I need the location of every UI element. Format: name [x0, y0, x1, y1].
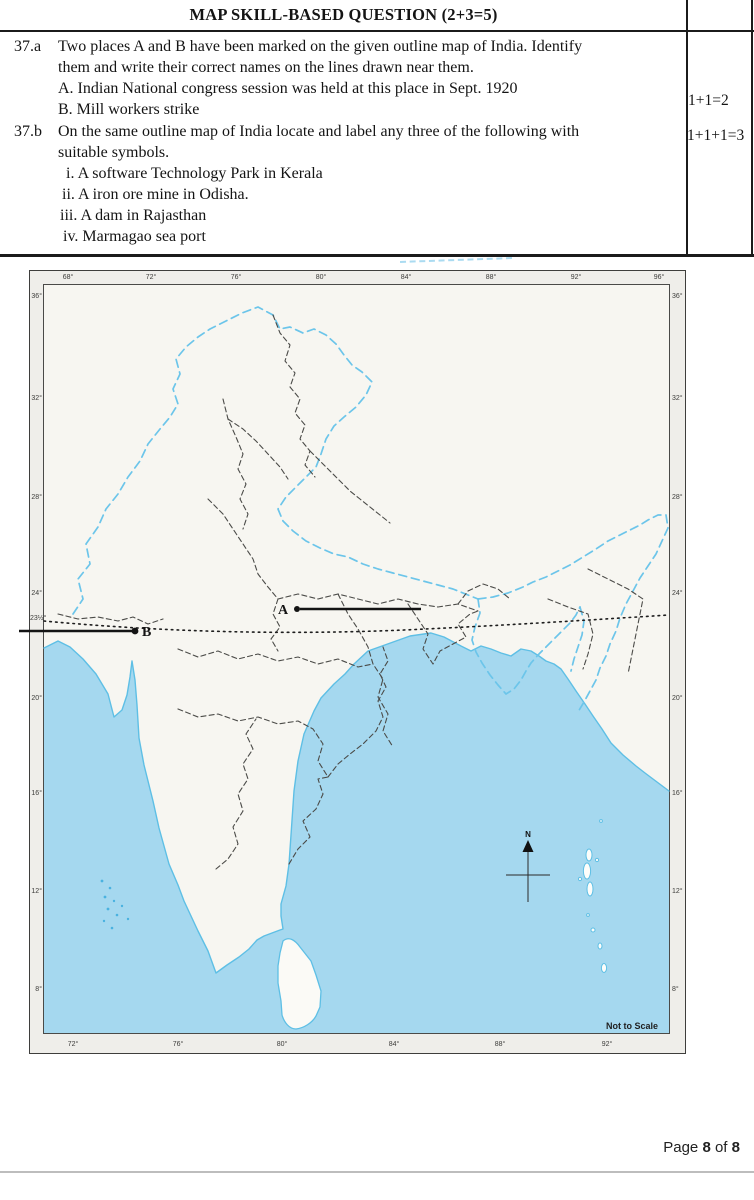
lat-tick: 32°: [31, 395, 42, 402]
coastline: [43, 632, 670, 974]
lon-tick: 88°: [485, 274, 497, 281]
table-bottom-border: [0, 254, 754, 257]
section-title: MAP SKILL-BASED QUESTION (2+3=5): [189, 5, 498, 24]
q37a-line2: them and write their correct names on th…: [58, 59, 474, 76]
table-right-border: [751, 0, 753, 256]
page-total: 8: [731, 1139, 740, 1156]
of-label: of: [714, 1139, 728, 1156]
india-outline-map: 68° 72° 76° 80° 84° 88° 92° 96° 72° 76° …: [19, 270, 686, 1054]
scale-note: Not to Scale: [606, 1021, 658, 1031]
page-number: 8: [702, 1139, 711, 1156]
marker-a-label: A: [278, 603, 289, 618]
lat-tick: 8°: [672, 986, 679, 993]
sea-fill: [44, 633, 669, 1033]
lat-tick: 32°: [672, 395, 683, 402]
page-footer: Page 8 of 8: [663, 1139, 740, 1156]
lat-tick: 8°: [35, 986, 42, 993]
q37b-line1: On the same outline map of India locate …: [58, 123, 580, 140]
marker-a-dot: [294, 606, 300, 612]
lat-tick-tropic: 23½°: [30, 615, 47, 622]
marker-b-label: B: [142, 625, 151, 640]
north-arrow: N: [506, 830, 550, 902]
scan-artifact: [399, 257, 513, 263]
header-divider: [0, 30, 754, 32]
lon-tick: 68°: [62, 274, 74, 281]
lat-tick: 28°: [31, 494, 42, 501]
andaman-nicobar-islands: [577, 819, 608, 973]
marker-b-group: B: [19, 625, 151, 640]
lat-tick: 12°: [672, 888, 683, 895]
marks-37a: 1+1=2: [688, 92, 729, 109]
q37a-item-a: A. Indian National congress session was …: [58, 80, 518, 97]
q37b-item-ii: ii. A iron ore mine in Odisha.: [62, 186, 249, 203]
lat-tick: 28°: [672, 494, 683, 501]
lon-tick: 92°: [601, 1041, 613, 1048]
question-number-37b: 37.b: [14, 123, 42, 140]
page-label: Page: [663, 1139, 699, 1156]
lon-tick: 88°: [494, 1041, 506, 1048]
lat-tick: 16°: [31, 790, 42, 797]
lon-tick: 84°: [388, 1041, 400, 1048]
q37b-item-i: i. A software Technology Park in Kerala: [66, 165, 323, 182]
q37a-line1: Two places A and B have been marked on t…: [58, 38, 583, 55]
lon-tick: 76°: [172, 1041, 184, 1048]
lat-tick: 12°: [31, 888, 42, 895]
international-boundary: [72, 306, 669, 713]
lon-tick: 76°: [230, 274, 242, 281]
q37b-item-iv: iv. Marmagao sea port: [63, 228, 206, 245]
marker-b-dot: [131, 627, 139, 635]
north-arrow-label: N: [525, 830, 531, 839]
footer-rule: [0, 1171, 754, 1173]
lat-tick: 24°: [672, 590, 683, 597]
lat-tick: 36°: [31, 293, 42, 300]
marks-37b: 1+1+1=3: [687, 127, 745, 144]
lon-tick: 84°: [400, 274, 412, 281]
lakshadweep-islands: [100, 879, 130, 930]
lat-tick: 16°: [672, 790, 683, 797]
lon-tick: 92°: [570, 274, 582, 281]
state-boundaries: [57, 314, 644, 870]
lon-tick: 80°: [315, 274, 327, 281]
q37b-line2: suitable symbols.: [58, 144, 170, 161]
lat-tick: 24°: [31, 590, 42, 597]
lat-tick: 36°: [672, 293, 683, 300]
lon-tick: 96°: [653, 274, 665, 281]
marker-a-group: A: [278, 603, 421, 618]
lon-tick: 72°: [67, 1041, 79, 1048]
map-drawing: A B N Not to Scale: [19, 306, 670, 1033]
lat-tick: 20°: [672, 695, 683, 702]
q37a-item-b: B. Mill workers strike: [58, 101, 200, 118]
q37b-item-iii: iii. A dam in Rajasthan: [60, 207, 207, 224]
lon-tick: 80°: [276, 1041, 288, 1048]
lat-tick: 20°: [31, 695, 42, 702]
question-number-37a: 37.a: [14, 38, 42, 55]
tropic-of-cancer-line: [43, 614, 670, 634]
lon-tick: 72°: [145, 274, 157, 281]
marks-column-divider: [686, 0, 688, 256]
sri-lanka-island: [277, 938, 322, 1030]
table-header-row: MAP SKILL-BASED QUESTION (2+3=5): [0, 0, 687, 30]
